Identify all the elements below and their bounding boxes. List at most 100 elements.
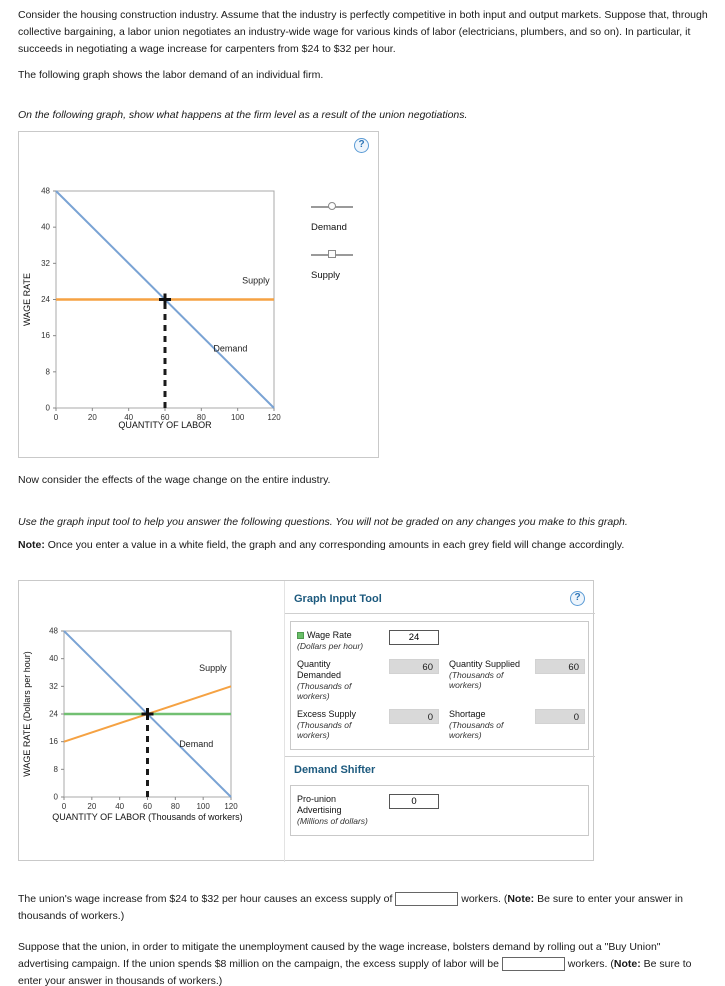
svg-text:16: 16 (41, 331, 50, 340)
svg-text:24: 24 (41, 295, 50, 304)
q1-text-before: The union's wage increase from $24 to $3… (18, 893, 393, 905)
shortage-value: 0 (535, 709, 585, 724)
pro-union-label-cell: Pro-union Advertising (Millions of dolla… (297, 794, 389, 826)
q2-text-after: workers. ( (567, 958, 614, 970)
svg-text:60: 60 (161, 413, 170, 422)
svg-text:120: 120 (224, 802, 238, 811)
svg-text:0: 0 (62, 802, 67, 811)
svg-text:Supply: Supply (242, 276, 270, 286)
excess-supply-sublabel: (Thousands of workers) (297, 720, 352, 740)
q2-note-text: Be sure to enter your answer in thousand… (18, 958, 692, 986)
graph-input-tool: Graph Input Tool ? Wage Rate (Dollars pe… (284, 581, 595, 862)
svg-text:48: 48 (41, 187, 50, 196)
svg-text:16: 16 (49, 737, 58, 746)
svg-text:32: 32 (41, 259, 50, 268)
svg-text:QUANTITY OF LABOR: QUANTITY OF LABOR (118, 420, 212, 430)
pro-union-advertising-input[interactable] (389, 794, 439, 809)
svg-text:24: 24 (49, 710, 58, 719)
svg-text:0: 0 (54, 413, 59, 422)
svg-text:QUANTITY OF LABOR (Thousands o: QUANTITY OF LABOR (Thousands of workers) (52, 812, 242, 822)
supply-curve-icon (311, 250, 353, 259)
svg-text:WAGE RATE (Dollars per hour): WAGE RATE (Dollars per hour) (22, 651, 32, 777)
note-text: Note: Once you enter a value in a white … (18, 537, 712, 554)
help-icon[interactable]: ? (570, 591, 585, 606)
svg-text:0: 0 (54, 793, 59, 802)
wage-rate-label-cell: Wage Rate (Dollars per hour) (297, 630, 389, 651)
graph-input-tool-title: Graph Input Tool (294, 592, 382, 605)
note-label: Note: (18, 539, 45, 551)
wage-line-swatch-icon (297, 632, 304, 639)
firm-intro-text: The following graph shows the labor dema… (18, 69, 324, 81)
palette-supply-label: Supply (311, 270, 341, 281)
svg-text:Demand: Demand (179, 739, 213, 749)
q1-note-label: Note: (507, 893, 535, 905)
q2-note-label: Note: (613, 958, 641, 970)
svg-text:48: 48 (49, 627, 58, 636)
industry-intro-text: Now consider the effects of the wage cha… (18, 474, 331, 486)
question-2: Suppose that the union, in order to miti… (18, 939, 712, 986)
pro-union-sublabel: (Millions of dollars) (297, 816, 368, 826)
svg-text:0: 0 (46, 404, 51, 413)
firm-graph-panel: ? 0 8 16 24 32 40 48 0 20 40 60 80 100 120 Supply Deman… (18, 131, 379, 458)
shortage-label-cell: Shortage (Thousands of workers) (449, 709, 535, 740)
divider (285, 756, 595, 757)
q1-note-text: Be sure to enter your answer in thousand… (18, 893, 683, 922)
svg-text:60: 60 (143, 802, 152, 811)
curve-palette: Demand Supply (311, 202, 373, 298)
svg-text:32: 32 (49, 682, 58, 691)
tool-instruction-text: Use the graph input tool to help you ans… (18, 516, 628, 528)
quantity-supplied-label-cell: Quantity Supplied (Thousands of workers) (449, 659, 535, 701)
quantity-supplied-label: Quantity Supplied (449, 659, 521, 669)
q2-text-before: Suppose that the union, in order to miti… (18, 941, 661, 970)
wage-rate-label: Wage Rate (307, 630, 352, 640)
quantity-demanded-value: 60 (389, 659, 439, 674)
svg-text:80: 80 (197, 413, 206, 422)
q1-text-after: workers. ( (461, 893, 508, 905)
svg-text:40: 40 (115, 802, 124, 811)
svg-text:40: 40 (49, 654, 58, 663)
palette-demand-label: Demand (311, 222, 347, 233)
pro-union-label: Pro-union Advertising (297, 794, 342, 815)
industry-graph-canvas[interactable]: 0 8 16 24 32 40 48 0 20 40 60 80 100 120 Supply Demand Q… (19, 611, 284, 824)
firm-graph-canvas[interactable]: 0 8 16 24 32 40 48 0 20 40 60 80 100 120 Supply Demand Q… (19, 177, 319, 432)
quantity-supplied-sublabel: (Thousands of workers) (449, 670, 504, 690)
quantity-demanded-sublabel: (Thousands of workers) (297, 681, 352, 701)
q2-answer-input[interactable] (501, 957, 565, 972)
svg-text:40: 40 (124, 413, 133, 422)
demand-curve-icon (311, 202, 353, 211)
excess-supply-label-cell: Excess Supply (Thousands of workers) (297, 709, 389, 740)
shortage-label: Shortage (449, 709, 486, 719)
shortage-sublabel: (Thousands of workers) (449, 720, 504, 740)
question-1: The union's wage increase from $24 to $3… (18, 891, 712, 925)
excess-supply-label: Excess Supply (297, 709, 357, 719)
input-fields-box: Wage Rate (Dollars per hour) Quantity De… (290, 621, 589, 750)
demand-shifter-box: Pro-union Advertising (Millions of dolla… (290, 785, 589, 836)
q1-answer-input[interactable] (395, 892, 459, 907)
palette-item-demand[interactable]: Demand (311, 202, 373, 233)
svg-text:100: 100 (231, 413, 245, 422)
svg-text:20: 20 (88, 413, 97, 422)
svg-text:Demand: Demand (213, 343, 247, 353)
svg-text:8: 8 (54, 765, 59, 774)
note-body: Once you enter a value in a white field,… (44, 539, 625, 551)
svg-text:WAGE RATE: WAGE RATE (22, 273, 32, 326)
excess-supply-value: 0 (389, 709, 439, 724)
palette-item-supply[interactable]: Supply (311, 250, 373, 281)
svg-text:100: 100 (196, 802, 210, 811)
svg-text:8: 8 (46, 367, 51, 376)
quantity-supplied-value: 60 (535, 659, 585, 674)
svg-text:120: 120 (267, 413, 281, 422)
svg-text:80: 80 (171, 802, 180, 811)
quantity-demanded-label-cell: Quantity Demanded (Thousands of workers) (297, 659, 389, 701)
svg-text:Supply: Supply (199, 663, 227, 673)
quantity-demanded-label: Quantity Demanded (297, 659, 342, 680)
wage-rate-input[interactable] (389, 630, 439, 645)
firm-instruction-text: On the following graph, show what happen… (18, 109, 468, 121)
help-icon[interactable]: ? (354, 138, 369, 153)
wage-rate-sublabel: (Dollars per hour) (297, 641, 364, 651)
intro-paragraph: Consider the housing construction indust… (18, 9, 708, 55)
divider (285, 613, 595, 614)
industry-graph-panel: 0 8 16 24 32 40 48 0 20 40 60 80 100 120 Supply Demand Q… (18, 580, 595, 862)
demand-shifter-title: Demand Shifter (294, 764, 376, 776)
